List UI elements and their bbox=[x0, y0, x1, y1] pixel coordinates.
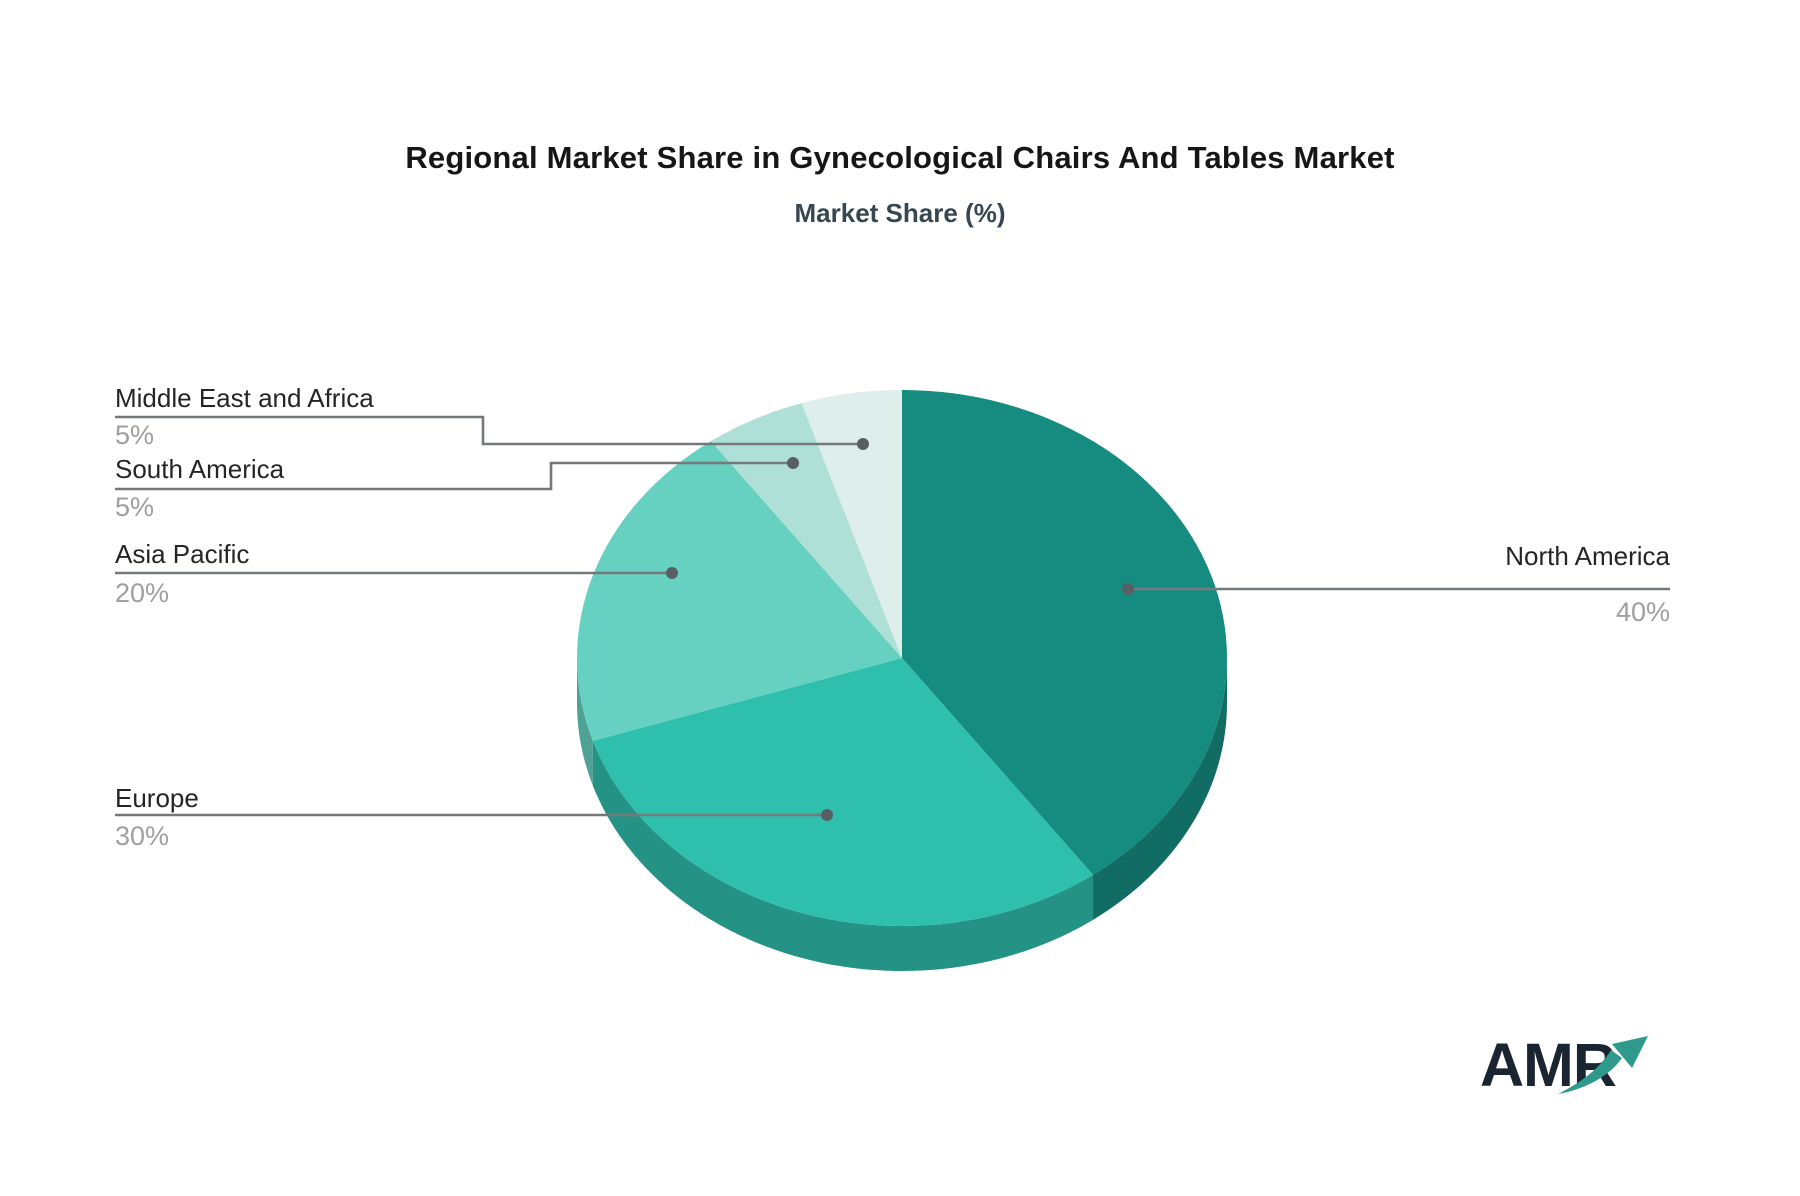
pie-side-asia-pacific bbox=[577, 658, 593, 786]
leader-dot-asia-pacific bbox=[666, 567, 678, 579]
slice-pct-europe: 30% bbox=[115, 821, 170, 851]
amr-logo-arrow-icon bbox=[1558, 1036, 1648, 1094]
slice-label-middle-east-and-africa: Middle East and Africa bbox=[115, 383, 374, 413]
leader-dot-north-america bbox=[1122, 583, 1134, 595]
pie-side-north-america bbox=[1093, 658, 1227, 920]
pie-side-europe bbox=[592, 740, 1094, 971]
pie-slice-north-america[interactable] bbox=[902, 390, 1227, 875]
leader-line-south-america bbox=[115, 461, 793, 491]
pie-slice-middle-east-and-africa[interactable] bbox=[801, 390, 902, 658]
slice-pct-asia-pacific: 20% bbox=[115, 578, 170, 608]
leader-dot-europe bbox=[821, 809, 833, 821]
slice-label-asia-pacific: Asia Pacific bbox=[115, 539, 250, 569]
chart-title: Regional Market Share in Gynecological C… bbox=[405, 140, 1395, 175]
chart-subtitle: Market Share (%) bbox=[794, 198, 1006, 228]
leader-line-middle-east-and-africa bbox=[115, 415, 863, 446]
slice-label-europe: Europe bbox=[115, 783, 199, 813]
slice-pct-south-america: 5% bbox=[115, 492, 155, 522]
leader-dot-south-america bbox=[787, 457, 799, 469]
pie-slice-south-america[interactable] bbox=[710, 403, 902, 658]
slice-pct-north-america: 40% bbox=[1615, 597, 1670, 627]
pie-slice-asia-pacific[interactable] bbox=[577, 441, 902, 741]
amr-logo-text: AMR bbox=[1480, 1031, 1617, 1099]
slice-label-south-america: South America bbox=[115, 454, 285, 484]
pie-slice-europe[interactable] bbox=[592, 658, 1094, 926]
slice-pct-middle-east-and-africa: 5% bbox=[115, 420, 155, 450]
leader-dot-middle-east-and-africa bbox=[857, 438, 869, 450]
slice-label-north-america: North America bbox=[1505, 541, 1670, 571]
